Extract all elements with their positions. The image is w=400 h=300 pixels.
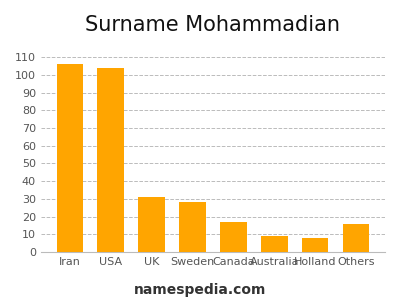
Bar (302, 238, 328, 252)
Bar (138, 197, 165, 252)
Text: namespedia.com: namespedia.com (134, 283, 266, 297)
Bar (97, 68, 124, 252)
Bar (56, 64, 83, 252)
Bar (343, 224, 369, 252)
Title: Surname Mohammadian: Surname Mohammadian (86, 15, 340, 35)
Bar (261, 236, 288, 252)
Bar (179, 202, 206, 252)
Bar (220, 222, 247, 252)
